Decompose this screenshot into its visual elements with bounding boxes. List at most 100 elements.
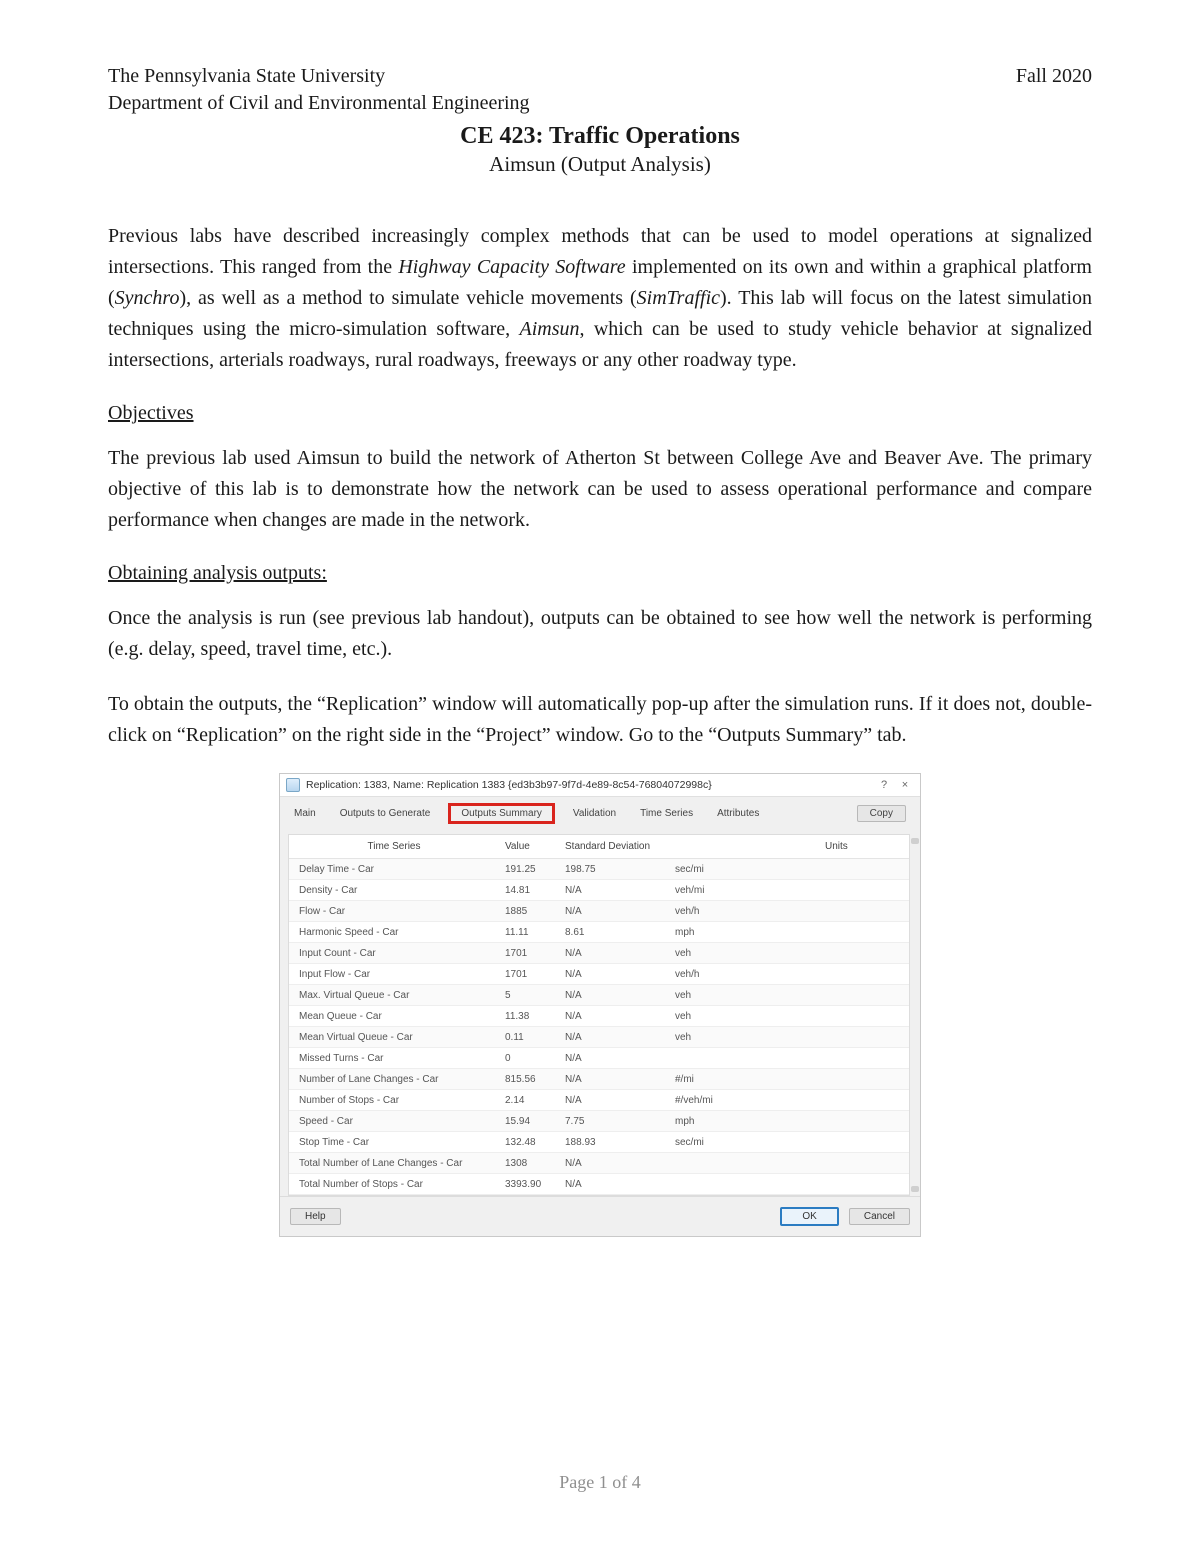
cell-extra: [819, 972, 899, 976]
tab-time-series[interactable]: Time Series: [634, 805, 699, 822]
cell-unit: veh: [669, 1009, 819, 1024]
table-row[interactable]: Mean Queue - Car11.38N/Aveh: [289, 1006, 911, 1027]
table-row[interactable]: Missed Turns - Car0N/A: [289, 1048, 911, 1069]
cell-name: Number of Stops - Car: [289, 1093, 499, 1108]
replication-dialog: Replication: 1383, Name: Replication 138…: [279, 773, 921, 1237]
cell-unit: veh: [669, 1030, 819, 1045]
help-button[interactable]: Help: [290, 1208, 341, 1225]
table-row[interactable]: Flow - Car1885N/Aveh/h: [289, 901, 911, 922]
cell-name: Delay Time - Car: [289, 862, 499, 877]
dialog-tabs: Main Outputs to Generate Outputs Summary…: [280, 797, 920, 824]
cell-extra: [819, 1098, 899, 1102]
cell-stddev: 7.75: [559, 1114, 669, 1129]
ok-button[interactable]: OK: [780, 1207, 838, 1226]
cell-unit: [669, 1161, 819, 1165]
university-name: The Pennsylvania State University: [108, 62, 385, 90]
table-row[interactable]: Input Count - Car1701N/Aveh: [289, 943, 911, 964]
cell-name: Total Number of Lane Changes - Car: [289, 1156, 499, 1171]
cell-stddev: N/A: [559, 1093, 669, 1108]
col-value: Value: [499, 839, 559, 854]
cell-unit: veh/h: [669, 904, 819, 919]
table-row[interactable]: Input Flow - Car1701N/Aveh/h: [289, 964, 911, 985]
cell-extra: [819, 1077, 899, 1081]
cell-name: Total Number of Stops - Car: [289, 1177, 499, 1192]
title-controls: ? ×: [875, 779, 914, 791]
table-row[interactable]: Number of Stops - Car2.14N/A#/veh/mi: [289, 1090, 911, 1111]
table-row[interactable]: Delay Time - Car191.25198.75sec/mi: [289, 859, 911, 880]
copy-button[interactable]: Copy: [857, 805, 906, 822]
tab-outputs-to-generate[interactable]: Outputs to Generate: [334, 805, 437, 822]
cell-unit: [669, 1056, 819, 1060]
cell-extra: [819, 1140, 899, 1144]
cell-unit: veh: [669, 988, 819, 1003]
col-units: Units: [819, 839, 899, 854]
pin-icon[interactable]: ?: [875, 779, 893, 791]
table-row[interactable]: Total Number of Lane Changes - Car1308N/…: [289, 1153, 911, 1174]
document-page: The Pennsylvania State University Fall 2…: [0, 0, 1200, 1553]
cell-stddev: N/A: [559, 1177, 669, 1192]
table-row[interactable]: Stop Time - Car132.48188.93sec/mi: [289, 1132, 911, 1153]
cell-value: 3393.90: [499, 1177, 559, 1192]
cell-unit: sec/mi: [669, 1135, 819, 1150]
scroll-up-icon[interactable]: [911, 838, 919, 844]
intro-italic-1: Highway Capacity Software: [398, 256, 625, 278]
scroll-down-icon[interactable]: [911, 1186, 919, 1192]
cell-extra: [819, 930, 899, 934]
cell-extra: [819, 1119, 899, 1123]
cell-name: Density - Car: [289, 883, 499, 898]
table-row[interactable]: Max. Virtual Queue - Car5N/Aveh: [289, 985, 911, 1006]
cell-name: Input Count - Car: [289, 946, 499, 961]
cell-extra: [819, 1161, 899, 1165]
cell-extra: [819, 1035, 899, 1039]
cell-stddev: N/A: [559, 946, 669, 961]
table-row[interactable]: Speed - Car15.947.75mph: [289, 1111, 911, 1132]
tab-attributes[interactable]: Attributes: [711, 805, 765, 822]
cell-extra: [819, 867, 899, 871]
cell-stddev: N/A: [559, 904, 669, 919]
cell-unit: #/veh/mi: [669, 1093, 819, 1108]
outputs-para-1: Once the analysis is run (see previous l…: [108, 603, 1092, 665]
close-icon[interactable]: ×: [896, 779, 914, 791]
dialog-titlebar: Replication: 1383, Name: Replication 138…: [280, 774, 920, 797]
cancel-button[interactable]: Cancel: [849, 1208, 910, 1225]
cell-value: 0: [499, 1051, 559, 1066]
cell-extra: [819, 951, 899, 955]
cell-value: 15.94: [499, 1114, 559, 1129]
cell-unit: mph: [669, 925, 819, 940]
intro-italic-3: SimTraffic: [637, 287, 720, 309]
cell-stddev: N/A: [559, 1156, 669, 1171]
cell-stddev: N/A: [559, 967, 669, 982]
cell-stddev: N/A: [559, 1009, 669, 1024]
cell-unit: mph: [669, 1114, 819, 1129]
cell-extra: [819, 1014, 899, 1018]
table-row[interactable]: Harmonic Speed - Car11.118.61mph: [289, 922, 911, 943]
table-scroll-area: Time Series Value Standard Deviation Uni…: [280, 834, 920, 1196]
table-row[interactable]: Total Number of Stops - Car3393.90N/A: [289, 1174, 911, 1195]
cell-extra: [819, 909, 899, 913]
cell-stddev: 188.93: [559, 1135, 669, 1150]
cell-name: Number of Lane Changes - Car: [289, 1072, 499, 1087]
cell-value: 2.14: [499, 1093, 559, 1108]
cell-value: 191.25: [499, 862, 559, 877]
cell-name: Harmonic Speed - Car: [289, 925, 499, 940]
table-row[interactable]: Mean Virtual Queue - Car0.11N/Aveh: [289, 1027, 911, 1048]
tab-outputs-summary[interactable]: Outputs Summary: [448, 803, 555, 824]
tab-validation[interactable]: Validation: [567, 805, 622, 822]
table-row[interactable]: Number of Lane Changes - Car815.56N/A#/m…: [289, 1069, 911, 1090]
tab-main[interactable]: Main: [288, 805, 322, 822]
cell-value: 1701: [499, 967, 559, 982]
cell-stddev: N/A: [559, 883, 669, 898]
cell-stddev: N/A: [559, 1051, 669, 1066]
objectives-body: The previous lab used Aimsun to build th…: [108, 443, 1092, 536]
cell-value: 5: [499, 988, 559, 1003]
cell-value: 1701: [499, 946, 559, 961]
cell-stddev: 8.61: [559, 925, 669, 940]
cell-name: Missed Turns - Car: [289, 1051, 499, 1066]
course-subtitle: Aimsun (Output Analysis): [108, 152, 1092, 177]
outputs-table: Time Series Value Standard Deviation Uni…: [288, 834, 912, 1196]
table-row[interactable]: Density - Car14.81N/Aveh/mi: [289, 880, 911, 901]
scrollbar-track[interactable]: [909, 834, 920, 1196]
cell-stddev: N/A: [559, 1072, 669, 1087]
cell-value: 14.81: [499, 883, 559, 898]
cell-name: Max. Virtual Queue - Car: [289, 988, 499, 1003]
